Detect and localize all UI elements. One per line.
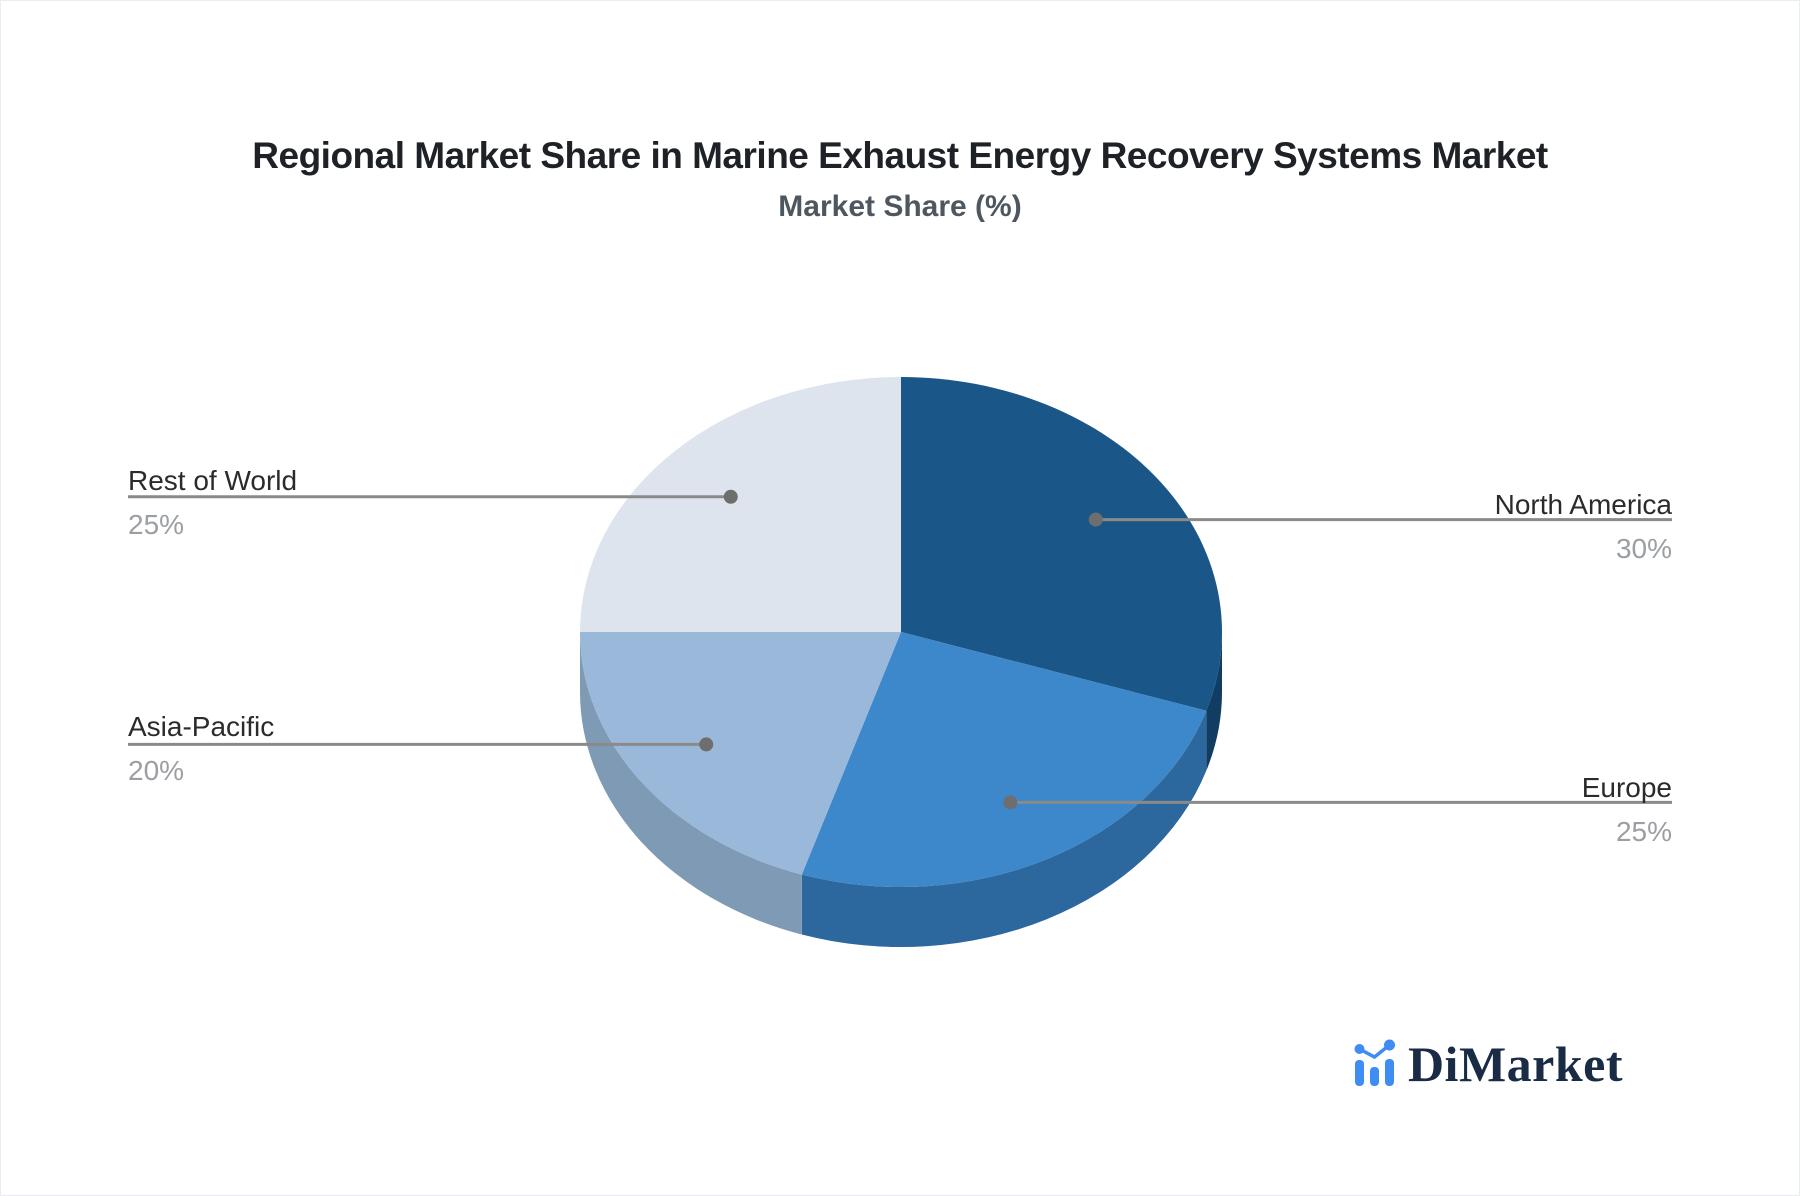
pie-slice-north-america bbox=[901, 377, 1222, 711]
slice-label: North America bbox=[1494, 489, 1672, 520]
leader-dot-europe bbox=[1003, 795, 1018, 810]
pie-slice-side-asia-pacific bbox=[580, 632, 802, 935]
pie-slice-europe bbox=[801, 632, 1207, 887]
slice-label: Asia-Pacific bbox=[128, 711, 275, 742]
dimarket-logo: DiMarket bbox=[1352, 1036, 1623, 1090]
callout-asia-pacific: Asia-Pacific 20% bbox=[128, 710, 688, 788]
pie-slice-rest-of-world bbox=[580, 377, 901, 632]
callout-north-america: North America 30% bbox=[1112, 488, 1672, 566]
chart-title: Regional Market Share in Marine Exhaust … bbox=[252, 135, 1548, 176]
leader-dot-rest-of-world bbox=[723, 489, 738, 504]
callout-europe: Europe 25% bbox=[1112, 771, 1672, 849]
callout-rest-of-world: Rest of World 25% bbox=[128, 464, 688, 542]
slice-value: 20% bbox=[128, 755, 185, 786]
bar-line-chart-icon bbox=[1354, 1039, 1395, 1086]
slice-label: Europe bbox=[1581, 772, 1672, 803]
chart-subtitle: Market Share (%) bbox=[778, 190, 1022, 223]
pie-slice-asia-pacific bbox=[580, 632, 901, 875]
slice-value: 25% bbox=[128, 509, 185, 540]
logo-text: DiMarket bbox=[1407, 1036, 1623, 1092]
pie-slice-side-europe bbox=[801, 710, 1207, 947]
pie-slice-side-north-america bbox=[1206, 632, 1222, 771]
slice-value: 30% bbox=[1615, 533, 1672, 564]
leader-dot-asia-pacific bbox=[699, 737, 714, 752]
slice-label: Rest of World bbox=[128, 465, 298, 496]
slice-value: 25% bbox=[1615, 816, 1672, 847]
leader-dot-north-america bbox=[1088, 512, 1103, 527]
